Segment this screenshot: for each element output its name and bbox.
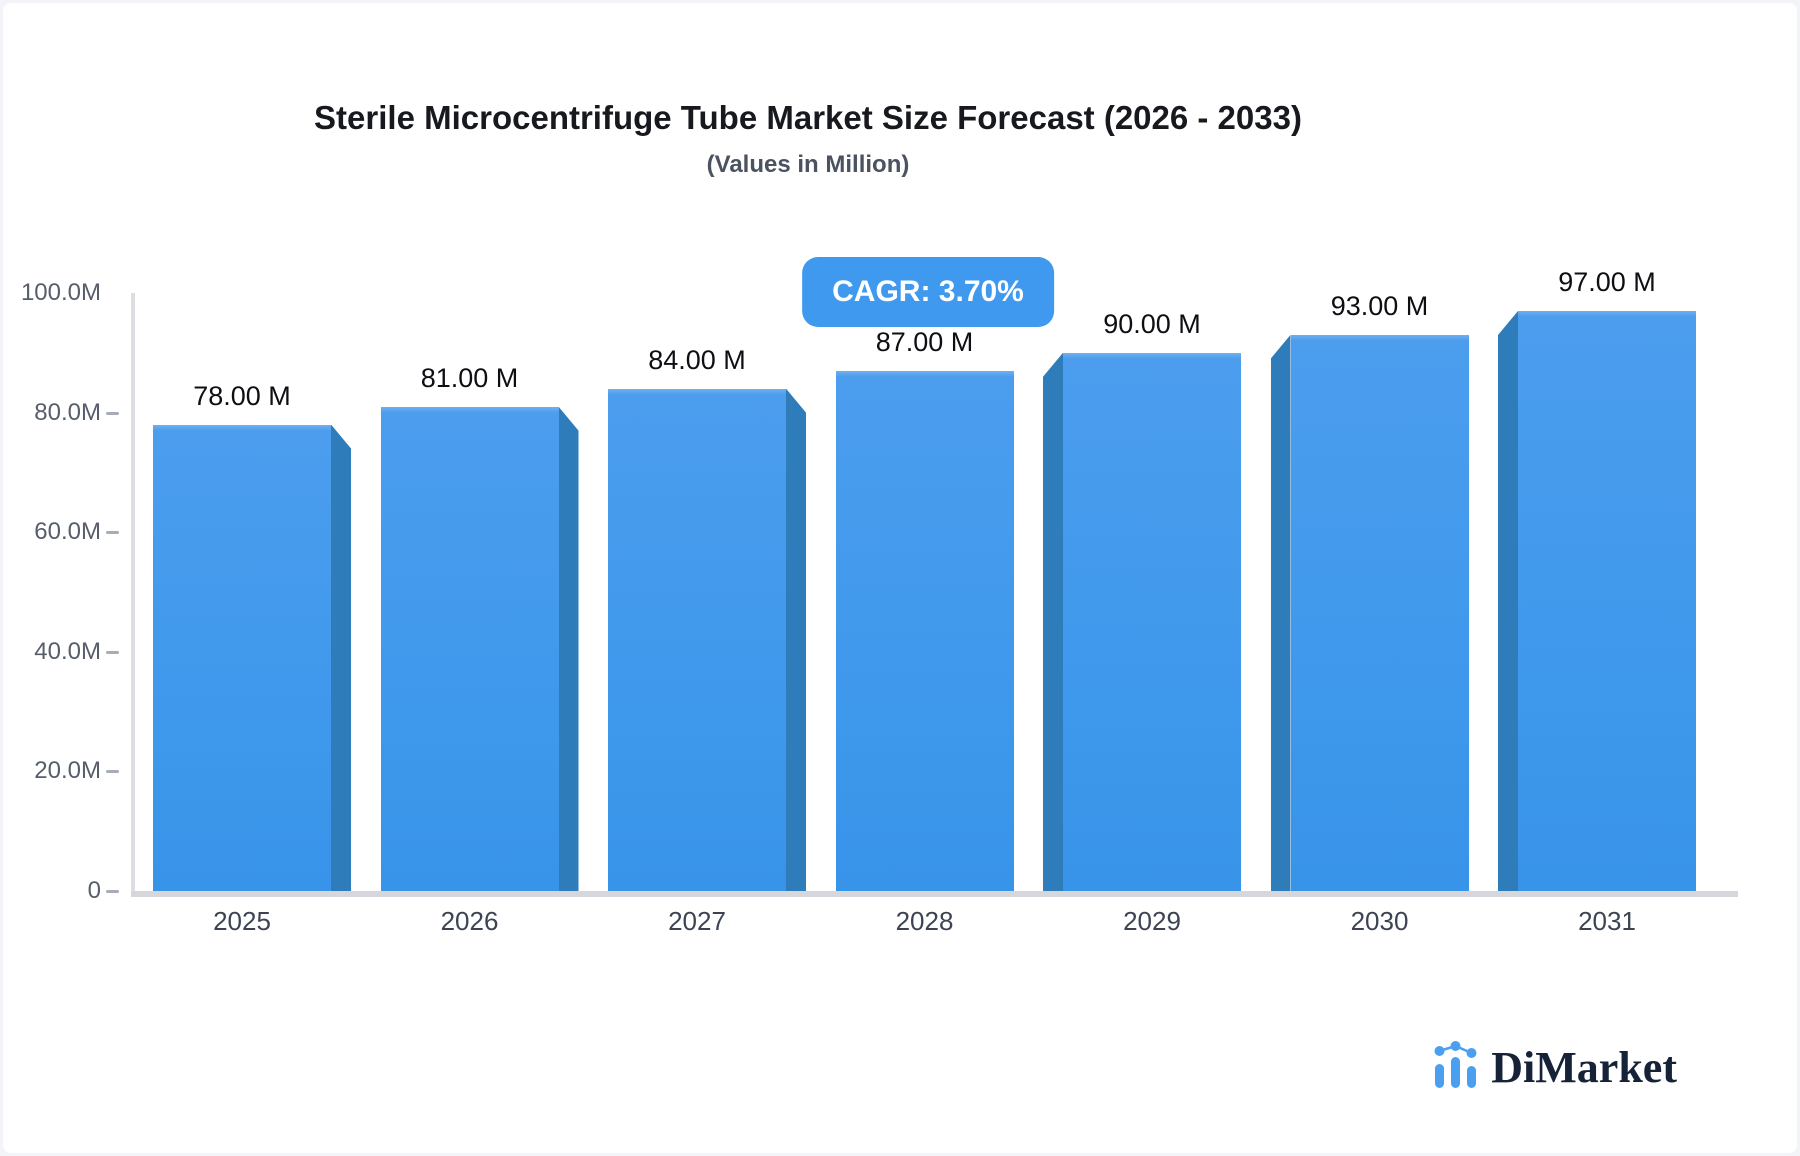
y-axis-tick-label: 20.0M [34,757,101,785]
bar-side-face-2026 [558,406,579,891]
bar-2027 [608,388,786,891]
bar-side-face-2030 [1270,334,1291,891]
bar-value-label-2029: 90.00 M [1103,308,1201,339]
x-axis-label-2026: 2026 [440,906,499,936]
bar-side-face-2027 [786,388,806,891]
x-axis-label-2029: 2029 [1123,906,1181,936]
bar-value-label-2025: 78.00 M [193,380,291,411]
chart-subtitle: (Values in Million) [706,151,910,178]
brand-logo-text: DiMarket [1491,1042,1677,1092]
y-axis-tick-label: 60.0M [34,518,101,546]
y-axis-tick-label: 0 [87,877,101,904]
y-axis-tick-label: 80.0M [34,398,101,426]
bar-2029 [1063,352,1241,891]
y-axis-tick-mark [106,650,119,654]
bar-value-label-2031: 97.00 M [1558,266,1656,297]
y-axis-tick-mark [106,770,119,774]
bar-value-label-2028: 87.00 M [875,326,974,357]
x-axis-label-2031: 2031 [1578,906,1636,936]
y-axis-tick-mark [106,890,119,893]
bar-side-face-2029 [1043,352,1063,891]
bar-side-face-2025 [331,424,351,891]
x-axis-label-2030: 2030 [1350,906,1409,936]
bar-2030 [1290,334,1469,891]
y-axis-line [131,293,135,891]
bar-side-face-2031 [1498,310,1518,891]
bar-2026 [380,406,559,891]
x-axis-line [131,891,1738,897]
bar-2031 [1518,310,1696,891]
y-axis-tick-label: 40.0M [34,637,101,665]
bar-value-label-2030: 93.00 M [1330,290,1429,321]
x-axis-label-2028: 2028 [895,906,954,936]
bar-value-label-2026: 81.00 M [420,362,519,393]
x-axis-label-2025: 2025 [213,906,271,936]
bar-value-label-2027: 84.00 M [648,344,746,375]
x-axis-label-2027: 2027 [668,906,726,936]
y-axis-tick-label: 100.0M [20,279,101,306]
y-axis-tick-mark [106,531,119,535]
bar-2028 [835,370,1014,891]
chart-card: Sterile Microcentrifuge Tube Market Size… [3,3,1797,1153]
bar-2025 [153,424,331,891]
y-axis-tick-mark [106,411,119,415]
bar-chart-logo-icon [1433,1040,1479,1095]
cagr-badge: CAGR: 3.70% [802,257,1054,327]
brand-logo: DiMarket [1433,1040,1677,1095]
chart-title: Sterile Microcentrifuge Tube Market Size… [314,99,1302,136]
